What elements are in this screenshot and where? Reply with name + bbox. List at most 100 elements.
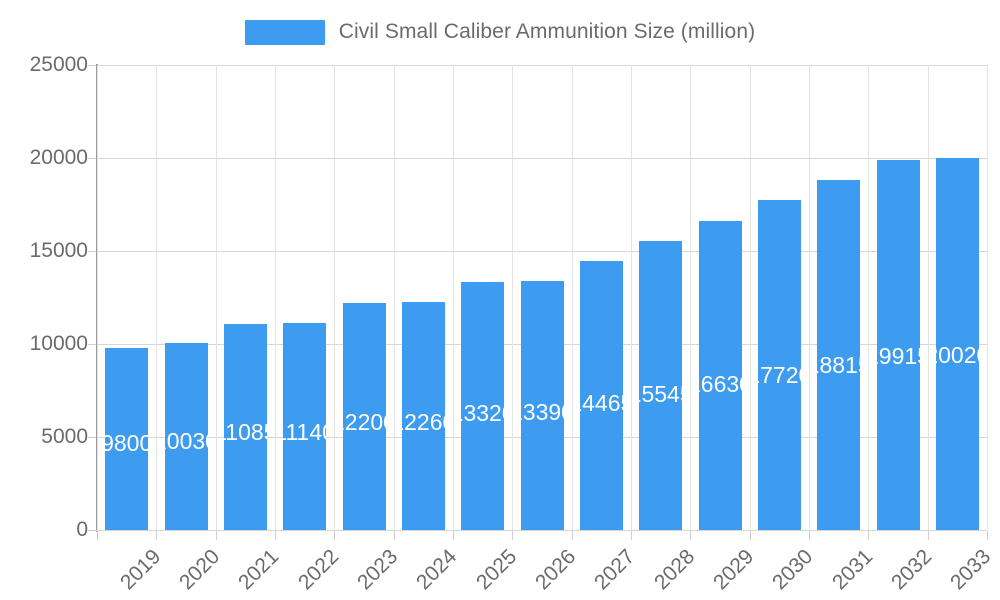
bar-value-label: 17720 [758,361,801,388]
x-tick-mark [512,531,514,540]
bar[interactable]: 19915 [876,159,920,530]
x-tick-mark [749,531,751,540]
legend-color-swatch [244,19,325,45]
y-gridline [97,530,987,531]
x-tick-label: 2031 [827,545,877,595]
bar-value-label: 20020 [936,341,979,368]
bar-slot: 13320 [461,65,505,530]
bar[interactable]: 14465 [579,260,623,530]
x-tick-label: 2024 [412,545,462,595]
x-tick-label: 2030 [768,545,818,595]
y-tick-label: 5000 [41,425,88,448]
x-gridline [749,65,751,530]
x-gridline [97,65,98,530]
x-tick-mark [97,531,98,540]
bar-value-label: 14465 [580,389,623,416]
bar[interactable]: 18815 [817,180,861,530]
x-tick-label: 2022 [293,545,343,595]
x-tick-mark [987,531,988,540]
x-tick-mark [809,531,810,540]
bar-slot: 12260 [401,65,445,530]
legend-item[interactable]: Civil Small Caliber Ammunition Size (mil… [244,19,756,45]
x-tick-mark [571,531,573,540]
x-tick-mark [453,531,454,540]
bar[interactable]: 16630 [698,220,742,530]
bar-slot: 18815 [817,65,861,530]
bar-slot: 10030 [164,65,208,530]
bar-slot: 19915 [876,65,920,530]
x-tick-label: 2020 [174,545,225,595]
x-gridline [512,65,514,530]
x-tick-label: 2028 [649,545,699,595]
x-gridline [631,65,632,530]
x-gridline [156,65,158,530]
x-tick-label: 2019 [115,545,165,595]
bar-value-label: 12200 [343,409,386,436]
y-tick-label: 15000 [29,239,88,262]
y-tick-mark [88,344,97,345]
y-gridline [97,158,987,159]
x-tick-label: 2032 [886,545,937,595]
bar-slot: 15545 [639,65,683,530]
bar[interactable]: 20020 [935,157,979,530]
bar-value-label: 18815 [817,352,860,379]
bar-slot: 16630 [698,65,742,530]
x-tick-mark [690,531,692,540]
bar-slot: 11140 [283,65,327,530]
x-gridline [690,65,692,530]
x-tick-label: 2025 [471,545,521,595]
bar[interactable]: 10030 [164,343,208,530]
x-gridline [393,65,395,530]
y-gridline [97,251,987,252]
y-tick-mark [88,437,97,438]
bar[interactable]: 13390 [520,280,564,530]
bar-value-label: 11140 [283,418,326,445]
bar[interactable]: 9800 [105,347,149,530]
x-gridline [453,65,454,530]
bar[interactable]: 11140 [283,322,327,530]
x-tick-label: 2026 [530,545,581,595]
x-tick-mark [156,531,158,540]
bar-value-label: 11085 [224,419,267,446]
y-tick-mark [88,158,97,159]
x-tick-label: 2023 [352,545,403,595]
bar-slot: 14465 [579,65,623,530]
bar[interactable]: 12260 [401,301,445,530]
y-tick-mark [88,530,97,531]
x-axis-tick-labels: 2019 2020 2021 2022 2023 2024 2025 2026 2027 2028… [97,531,996,600]
x-tick-label: 2027 [590,545,640,595]
x-tick-label: 2021 [234,545,284,595]
bar[interactable]: 12200 [342,303,386,530]
bar-slot: 11085 [223,65,267,530]
y-tick-label: 10000 [29,332,88,355]
x-tick-label: 2029 [708,545,759,595]
bar-value-label: 10030 [165,428,208,455]
bar[interactable]: 11085 [223,323,267,530]
bar-value-label: 15545 [639,380,682,407]
bar[interactable]: 13320 [461,282,505,530]
x-gridline [571,65,573,530]
bar-slot: 12200 [342,65,386,530]
y-tick-label: 25000 [29,53,88,76]
bar[interactable]: 17720 [757,200,801,530]
x-tick-mark [215,531,217,540]
x-gridline [275,65,276,530]
y-tick-mark [88,251,97,252]
x-tick-mark [275,531,276,540]
bar[interactable]: 15545 [639,240,683,530]
x-tick-mark [631,531,632,540]
legend-label: Civil Small Caliber Ammunition Size (mil… [338,20,756,43]
x-gridline [927,65,929,530]
x-tick-mark [927,531,929,540]
bar-value-label: 13320 [461,399,504,426]
y-tick-mark [88,65,97,66]
x-tick-mark [868,531,870,540]
x-tick-mark [334,531,336,540]
plot-area: 9800 10030 11085 11140 12200 12260 13320 13390 1… [97,65,988,531]
x-gridline [868,65,870,530]
y-tick-label: 20000 [29,146,88,169]
x-tick-mark [393,531,395,540]
bar-value-label: 13390 [521,399,564,426]
y-tick-label: 0 [76,518,88,541]
bar-value-label: 19915 [877,342,920,369]
